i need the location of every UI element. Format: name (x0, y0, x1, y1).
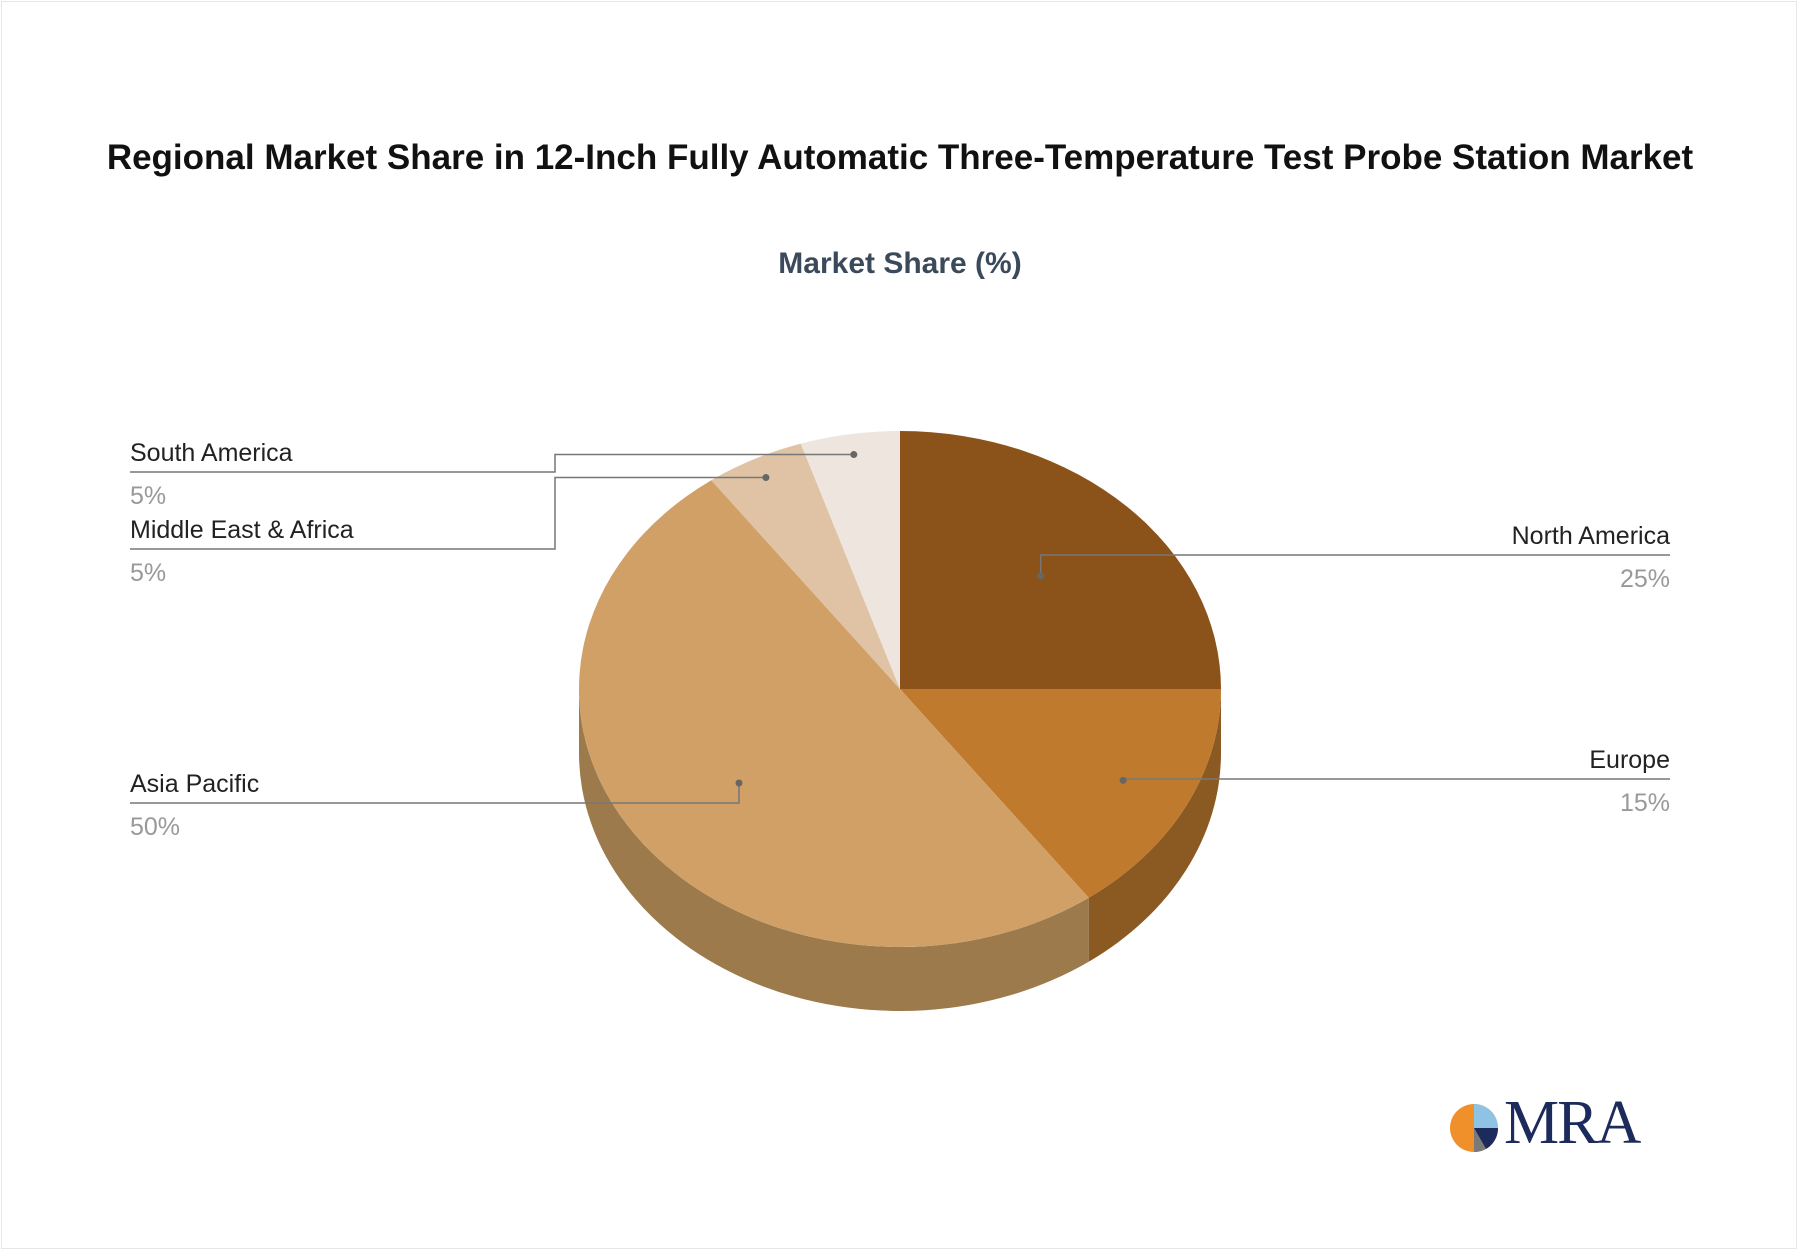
pie-slice-middle-east-africa (711, 443, 900, 689)
pie-slice-north-america (900, 431, 1221, 689)
pie-slice-south-america (800, 431, 900, 689)
mra-logo: MRA (1448, 1089, 1641, 1157)
slice-label-asia-pacific: Asia Pacific (130, 770, 259, 798)
pie-slice-asia-pacific (578, 480, 1089, 947)
slice-value-middle-east-africa: 5% (130, 559, 166, 587)
slice-label-north-america: North America (1512, 522, 1670, 550)
slice-label-south-america: South America (130, 439, 293, 467)
pie-slice-europe (900, 689, 1221, 898)
logo-pie-icon (1450, 1104, 1499, 1153)
leader-dot-south-america (850, 451, 858, 459)
pie-side-europe (1088, 689, 1221, 962)
logo-text: MRA (1504, 1089, 1641, 1157)
leader-line-middle-east-africa (130, 476, 766, 550)
chart-title: Regional Market Share in 12-Inch Fully A… (106, 138, 1694, 177)
slice-value-europe: 15% (1620, 789, 1670, 817)
leader-dot-europe (1119, 776, 1127, 784)
leader-line-asia-pacific (130, 783, 740, 804)
leader-line-north-america (1039, 554, 1670, 576)
leader-dot-middle-east-africa (762, 474, 770, 482)
leader-line-south-america (130, 453, 854, 473)
slice-label-middle-east-africa: Middle East & Africa (130, 516, 354, 544)
slice-label-europe: Europe (1589, 746, 1670, 774)
pie-side-asia-pacific (579, 689, 1089, 1011)
slice-value-south-america: 5% (130, 482, 166, 510)
slice-value-north-america: 25% (1620, 565, 1670, 593)
leader-dot-asia-pacific (735, 779, 743, 787)
leader-dot-north-america (1037, 572, 1045, 580)
slice-value-asia-pacific: 50% (130, 813, 180, 841)
chart-subtitle: Market Share (%) (778, 247, 1022, 280)
